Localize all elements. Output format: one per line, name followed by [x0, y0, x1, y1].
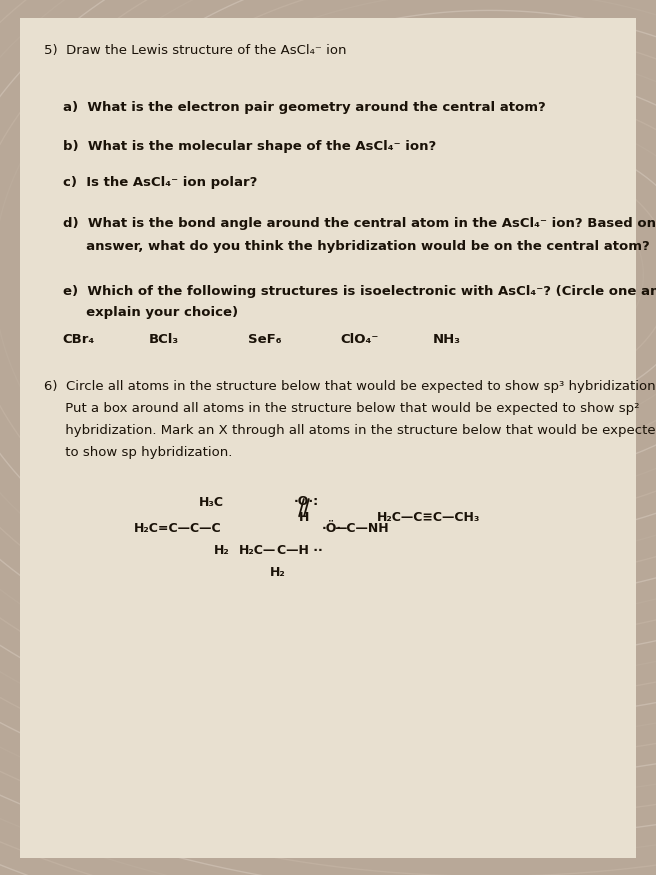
Text: BCl₃: BCl₃ — [149, 333, 179, 346]
Text: H₂C—: H₂C— — [239, 544, 276, 557]
Text: to show sp hybridization.: to show sp hybridization. — [45, 446, 233, 458]
Text: explain your choice): explain your choice) — [63, 306, 238, 319]
Text: H₂C—C≡C—CH₃: H₂C—C≡C—CH₃ — [377, 511, 481, 523]
Text: CBr₄: CBr₄ — [63, 333, 95, 346]
Text: Put a box around all atoms in the structure below that would be expected to show: Put a box around all atoms in the struct… — [45, 402, 640, 416]
Text: e)  Which of the following structures is isoelectronic with AsCl₄⁻? (Circle one : e) Which of the following structures is … — [63, 284, 656, 298]
Text: NH₃: NH₃ — [433, 333, 461, 346]
Text: H₂: H₂ — [270, 566, 285, 579]
Text: b)  What is the molecular shape of the AsCl₄⁻ ion?: b) What is the molecular shape of the As… — [63, 140, 436, 153]
Text: C—H ··: C—H ·· — [277, 544, 323, 557]
Text: hybridization. Mark an X through all atoms in the structure below that would be : hybridization. Mark an X through all ato… — [45, 424, 656, 437]
Text: H₂C=C—C—C: H₂C=C—C—C — [134, 522, 221, 535]
FancyBboxPatch shape — [20, 18, 636, 858]
Text: SeF₆: SeF₆ — [248, 333, 281, 346]
Text: ·Ö·: ·Ö· — [322, 522, 342, 535]
Text: H₃C: H₃C — [199, 496, 224, 509]
Text: d)  What is the bond angle around the central atom in the AsCl₄⁻ ion? Based on y: d) What is the bond angle around the cen… — [63, 217, 656, 230]
Text: answer, what do you think the hybridization would be on the central atom?: answer, what do you think the hybridizat… — [63, 240, 649, 253]
Text: H₂: H₂ — [214, 544, 230, 557]
Text: c)  Is the AsCl₄⁻ ion polar?: c) Is the AsCl₄⁻ ion polar? — [63, 176, 257, 189]
Text: —C—NH: —C—NH — [334, 522, 389, 535]
Text: ·O·:: ·O·: — [294, 494, 319, 507]
Text: H: H — [299, 511, 310, 523]
Text: 5)  Draw the Lewis structure of the AsCl₄⁻ ion: 5) Draw the Lewis structure of the AsCl₄… — [45, 44, 347, 57]
Text: a)  What is the electron pair geometry around the central atom?: a) What is the electron pair geometry ar… — [63, 102, 546, 115]
Text: 6)  Circle all atoms in the structure below that would be expected to show sp³ h: 6) Circle all atoms in the structure bel… — [45, 381, 656, 394]
Text: ClO₄⁻: ClO₄⁻ — [340, 333, 379, 346]
